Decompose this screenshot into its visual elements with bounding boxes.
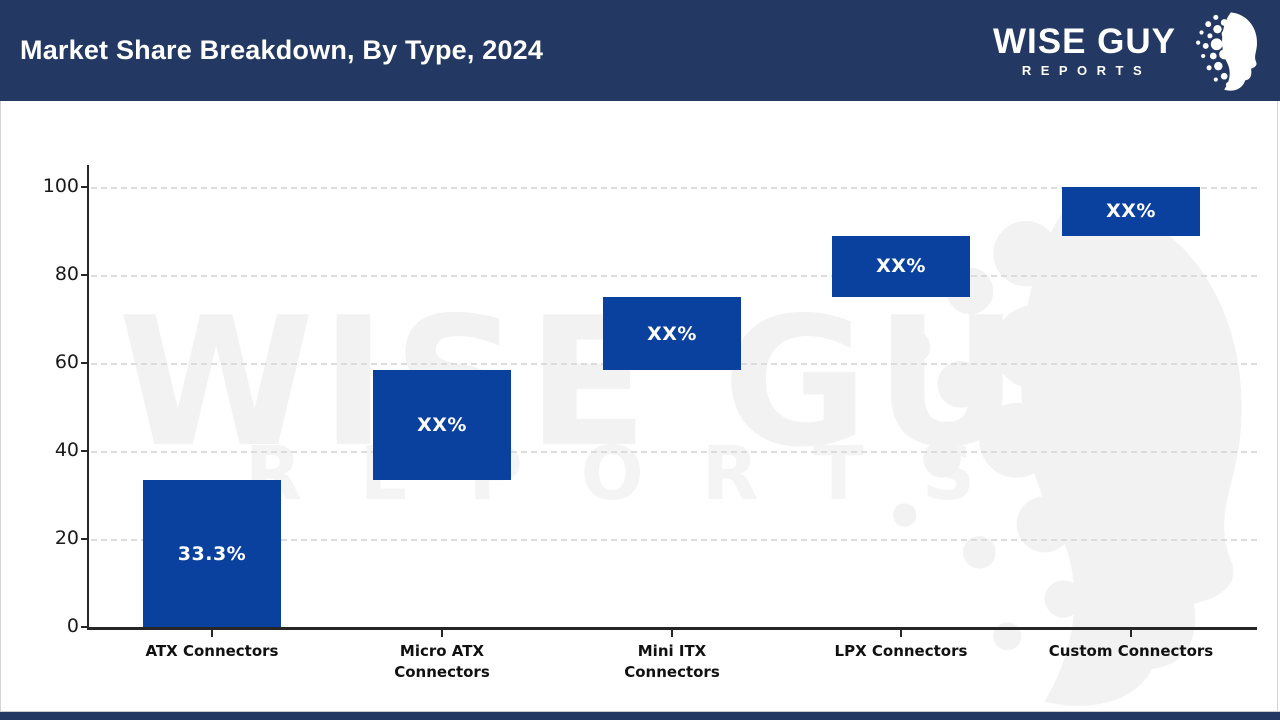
- x-axis-tick: [211, 630, 213, 637]
- bar-value-label: XX%: [1106, 200, 1156, 223]
- x-axis-category-label: LPX Connectors: [834, 642, 968, 660]
- plot-area: 0 20 40 60 80 100 33.3% XX% XX% XX% XX% ATX Connect…: [1, 101, 1277, 712]
- bar: XX%: [373, 370, 511, 481]
- bar: XX%: [603, 297, 741, 371]
- x-axis-category-label: Mini ITX Connectors: [624, 642, 720, 681]
- x-axis-line: [87, 627, 1257, 630]
- footer-bar: [0, 711, 1280, 720]
- y-axis-line: [87, 165, 89, 629]
- y-axis-tick-label: 0: [66, 615, 79, 637]
- wise-guy-reports-logo: WISE GUY REPORTS: [993, 9, 1262, 93]
- bar-value-label: 33.3%: [177, 542, 247, 565]
- bar: XX%: [832, 235, 970, 297]
- bar: 33.3%: [143, 480, 281, 627]
- gridline: [91, 451, 1257, 453]
- y-axis-tick: [81, 626, 89, 628]
- y-axis-tick-label: 20: [54, 527, 79, 549]
- y-axis-tick-label: 100: [42, 175, 79, 197]
- gridline: [91, 275, 1257, 277]
- logo-head-icon: [1196, 11, 1258, 91]
- y-axis-tick: [81, 362, 89, 364]
- y-axis-tick: [81, 450, 89, 452]
- chart-title: Market Share Breakdown, By Type, 2024: [20, 35, 544, 65]
- y-axis-tick-label: 60: [54, 351, 79, 373]
- header: Market Share Breakdown, By Type, 2024 WI…: [0, 0, 1280, 101]
- x-axis-category-label: Custom Connectors: [1048, 642, 1214, 660]
- y-axis-tick-label: 80: [54, 263, 79, 285]
- bar: XX%: [1062, 187, 1200, 236]
- gridline: [91, 539, 1257, 541]
- watermark-reports-text: REPORTS: [244, 431, 1034, 517]
- x-axis-category-label: Micro ATX Connectors: [394, 642, 490, 681]
- x-axis-tick: [441, 630, 443, 637]
- x-axis-tick: [1130, 630, 1132, 637]
- y-axis-tick-label: 40: [54, 439, 79, 461]
- y-axis-tick: [81, 274, 89, 276]
- bar-value-label: XX%: [647, 322, 697, 345]
- chart-area: WISE GUY REPORTS 0 20 40 60 80 100 33.3% XX% XX%…: [0, 101, 1278, 712]
- logo-subtitle: REPORTS: [1021, 63, 1152, 78]
- x-axis-category-label: ATX Connectors: [145, 642, 279, 660]
- y-axis-tick: [81, 186, 89, 188]
- x-axis-tick: [900, 630, 902, 637]
- bar-value-label: XX%: [876, 255, 926, 278]
- y-axis-tick: [81, 538, 89, 540]
- x-axis-tick: [671, 630, 673, 637]
- bar-value-label: XX%: [417, 414, 467, 437]
- logo-wordmark: WISE GUY: [992, 22, 1176, 61]
- gridline: [91, 187, 1257, 189]
